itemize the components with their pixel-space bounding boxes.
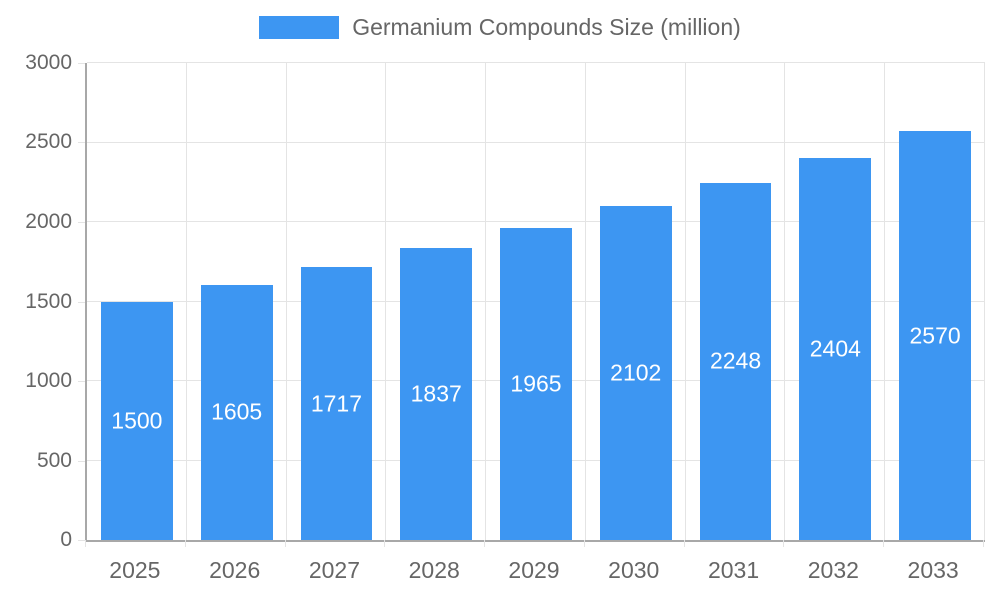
x-axis-labels: 2025 2026 2027 2028 2029 2030 2031 2032 2033 bbox=[85, 557, 983, 587]
y-tick-label: 3000 bbox=[25, 51, 72, 74]
y-axis-ticks bbox=[78, 63, 85, 541]
gridline-horizontal bbox=[87, 141, 985, 143]
x-axis-ticks bbox=[85, 540, 984, 547]
axis-tick bbox=[78, 301, 85, 303]
axis-tick bbox=[883, 540, 885, 547]
x-tick-label: 2029 bbox=[508, 557, 560, 583]
axis-tick bbox=[184, 540, 186, 547]
bar: 1837 bbox=[400, 247, 473, 540]
bar: 2102 bbox=[599, 205, 672, 540]
y-tick-label: 500 bbox=[36, 448, 72, 472]
y-tick-label: 1500 bbox=[25, 289, 72, 313]
gridline-horizontal bbox=[87, 62, 985, 63]
y-tick-label: 0 bbox=[60, 528, 72, 551]
bar-value-label: 1605 bbox=[211, 398, 263, 425]
gridline-vertical bbox=[285, 63, 287, 540]
axis-tick bbox=[983, 540, 984, 547]
gridline-vertical bbox=[684, 63, 686, 540]
x-tick-label: 2032 bbox=[807, 557, 859, 583]
axis-tick bbox=[85, 540, 86, 547]
bar: 1717 bbox=[300, 267, 373, 540]
axis-tick bbox=[78, 221, 85, 223]
y-tick-label: 2500 bbox=[25, 130, 72, 154]
x-tick-label: 2027 bbox=[308, 557, 361, 583]
x-tick-label: 2030 bbox=[608, 557, 660, 583]
bar-value-label: 1500 bbox=[111, 407, 163, 434]
axis-tick bbox=[78, 540, 85, 541]
legend-label: Germanium Compounds Size (million) bbox=[352, 14, 741, 40]
plot-area: 1500 1605 1717 1837 1965 2102 2248 2404 2570 bbox=[85, 62, 985, 542]
bar: 1965 bbox=[500, 227, 572, 540]
axis-tick bbox=[783, 540, 785, 547]
bar-value-label: 2570 bbox=[909, 322, 961, 349]
axis-tick bbox=[484, 540, 486, 547]
bar-value-label: 1717 bbox=[310, 390, 363, 416]
gridline-vertical bbox=[385, 63, 387, 540]
gridline-vertical bbox=[984, 63, 985, 540]
gridline-vertical bbox=[485, 63, 487, 540]
gridline-vertical bbox=[584, 63, 586, 540]
axis-tick bbox=[78, 380, 85, 382]
axis-tick bbox=[78, 460, 85, 462]
y-tick-label: 2000 bbox=[25, 209, 72, 233]
x-tick-label: 2033 bbox=[907, 557, 959, 583]
gridline-horizontal bbox=[87, 221, 985, 223]
x-tick-label: 2026 bbox=[209, 557, 261, 583]
bar: 2248 bbox=[699, 182, 772, 540]
bar-value-label: 2404 bbox=[809, 335, 861, 362]
y-axis-labels: 0 500 1000 1500 2000 2500 3000 bbox=[0, 51, 72, 551]
bar-value-label: 2248 bbox=[709, 347, 762, 374]
axis-tick bbox=[583, 540, 585, 547]
axis-tick bbox=[78, 63, 85, 64]
axis-tick bbox=[384, 540, 386, 547]
bar: 2570 bbox=[899, 131, 972, 540]
x-tick-label: 2031 bbox=[707, 557, 760, 583]
axis-tick bbox=[284, 540, 286, 547]
bar-value-label: 1965 bbox=[510, 370, 562, 397]
y-tick-label: 1000 bbox=[25, 368, 72, 392]
bar: 2404 bbox=[799, 157, 872, 540]
bar-value-label: 2102 bbox=[610, 359, 662, 386]
x-tick-label: 2025 bbox=[109, 557, 161, 583]
bar: 1500 bbox=[100, 301, 173, 540]
bar: 1605 bbox=[200, 284, 273, 540]
gridline-vertical bbox=[185, 63, 187, 540]
legend-swatch bbox=[259, 16, 340, 39]
x-tick-label: 2028 bbox=[408, 557, 460, 583]
axis-tick bbox=[683, 540, 685, 547]
gridline-vertical bbox=[784, 63, 786, 540]
axis-tick bbox=[78, 142, 85, 144]
bar-value-label: 1837 bbox=[410, 380, 462, 407]
gridline-vertical bbox=[884, 63, 886, 540]
legend-item[interactable]: Germanium Compounds Size (million) bbox=[0, 16, 1000, 39]
